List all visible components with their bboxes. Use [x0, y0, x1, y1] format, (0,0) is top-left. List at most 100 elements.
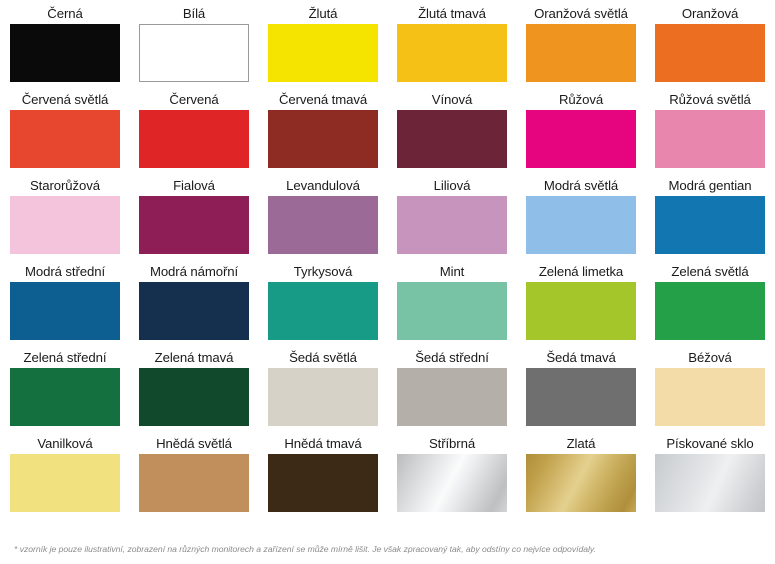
swatch-cell[interactable]: Růžová: [526, 90, 636, 168]
swatch-label: Béžová: [688, 350, 732, 365]
swatch-color-chip[interactable]: [10, 282, 120, 340]
swatch-cell[interactable]: Liliová: [397, 176, 507, 254]
swatch-cell[interactable]: Hnědá světlá: [139, 434, 249, 512]
swatch-cell[interactable]: Červená: [139, 90, 249, 168]
swatch-label: Pískované sklo: [666, 436, 754, 451]
swatch-cell[interactable]: Červená tmavá: [268, 90, 378, 168]
swatch-color-chip[interactable]: [526, 24, 636, 82]
swatch-label: Zelená světlá: [671, 264, 749, 279]
swatch-cell[interactable]: Černá: [10, 4, 120, 82]
swatch-label: Zlatá: [566, 436, 596, 451]
swatch-label: Modrá světlá: [543, 178, 619, 193]
swatch-cell[interactable]: Mint: [397, 262, 507, 340]
swatch-cell[interactable]: Béžová: [655, 348, 765, 426]
swatch-cell[interactable]: Vanilková: [10, 434, 120, 512]
swatch-label: Červená tmavá: [278, 92, 368, 107]
swatch-color-chip[interactable]: [397, 24, 507, 82]
swatch-color-chip[interactable]: [10, 368, 120, 426]
swatch-label: Oranžová: [681, 6, 739, 21]
swatch-cell[interactable]: Zelená světlá: [655, 262, 765, 340]
swatch-color-chip[interactable]: [526, 110, 636, 168]
swatch-label: Liliová: [433, 178, 471, 193]
swatch-cell[interactable]: Oranžová: [655, 4, 765, 82]
swatch-color-chip[interactable]: [139, 282, 249, 340]
swatch-cell[interactable]: Modrá střední: [10, 262, 120, 340]
swatch-cell[interactable]: Zelená limetka: [526, 262, 636, 340]
swatch-label: Mint: [439, 264, 465, 279]
swatch-color-chip[interactable]: [10, 454, 120, 512]
swatch-label: Růžová: [558, 92, 604, 107]
swatch-cell[interactable]: Modrá námořní: [139, 262, 249, 340]
swatch-color-chip[interactable]: [10, 24, 120, 82]
swatch-cell[interactable]: Zelená tmavá: [139, 348, 249, 426]
swatch-label: Šedá světlá: [289, 350, 357, 365]
swatch-color-chip[interactable]: [139, 196, 249, 254]
swatch-label: Šedá střední: [415, 350, 489, 365]
swatch-label: Tyrkysová: [293, 264, 353, 279]
swatch-color-chip[interactable]: [268, 24, 378, 82]
swatch-color-chip[interactable]: [10, 110, 120, 168]
swatch-cell[interactable]: Růžová světlá: [655, 90, 765, 168]
swatch-cell[interactable]: Modrá světlá: [526, 176, 636, 254]
swatch-color-chip[interactable]: [10, 196, 120, 254]
swatch-cell[interactable]: Stříbrná: [397, 434, 507, 512]
swatch-grid: Černá Bílá Žlutá Žlutá tmavá Oranžová světlá…: [10, 4, 765, 512]
swatch-color-chip[interactable]: [268, 282, 378, 340]
swatch-color-chip[interactable]: [397, 368, 507, 426]
swatch-color-chip[interactable]: [655, 454, 765, 512]
swatch-label: Bílá: [182, 6, 206, 21]
swatch-color-chip[interactable]: [655, 110, 765, 168]
swatch-cell[interactable]: Hnědá tmavá: [268, 434, 378, 512]
swatch-color-chip[interactable]: [268, 110, 378, 168]
swatch-cell[interactable]: Fialová: [139, 176, 249, 254]
swatch-label: Žlutá tmavá: [418, 6, 486, 21]
swatch-cell[interactable]: Žlutá tmavá: [397, 4, 507, 82]
swatch-cell[interactable]: Šedá střední: [397, 348, 507, 426]
swatch-color-chip[interactable]: [139, 368, 249, 426]
swatch-cell[interactable]: Vínová: [397, 90, 507, 168]
swatch-label: Zelená limetka: [538, 264, 624, 279]
swatch-cell[interactable]: Pískované sklo: [655, 434, 765, 512]
swatch-label: Zelená střední: [23, 350, 107, 365]
swatch-color-chip[interactable]: [397, 454, 507, 512]
swatch-cell[interactable]: Zlatá: [526, 434, 636, 512]
swatch-label: Starorůžová: [29, 178, 100, 193]
swatch-cell[interactable]: Tyrkysová: [268, 262, 378, 340]
swatch-color-chip[interactable]: [526, 196, 636, 254]
swatch-color-chip[interactable]: [397, 282, 507, 340]
swatch-color-chip[interactable]: [139, 454, 249, 512]
swatch-cell[interactable]: Starorůžová: [10, 176, 120, 254]
swatch-label: Modrá námořní: [149, 264, 239, 279]
swatch-cell[interactable]: Šedá světlá: [268, 348, 378, 426]
swatch-label: Vanilková: [37, 436, 93, 451]
swatch-cell[interactable]: Bílá: [139, 4, 249, 82]
swatch-color-chip[interactable]: [268, 454, 378, 512]
swatch-cell[interactable]: Modrá gentian: [655, 176, 765, 254]
swatch-label: Červená světlá: [21, 92, 109, 107]
swatch-color-chip[interactable]: [655, 196, 765, 254]
swatch-color-chip[interactable]: [139, 24, 249, 82]
swatch-label: Levandulová: [286, 178, 360, 193]
swatch-color-chip[interactable]: [139, 110, 249, 168]
swatch-cell[interactable]: Žlutá: [268, 4, 378, 82]
swatch-color-chip[interactable]: [397, 110, 507, 168]
swatch-color-chip[interactable]: [526, 282, 636, 340]
swatch-cell[interactable]: Červená světlá: [10, 90, 120, 168]
swatch-color-chip[interactable]: [655, 24, 765, 82]
swatch-color-chip[interactable]: [268, 368, 378, 426]
swatch-color-chip[interactable]: [655, 282, 765, 340]
swatch-cell[interactable]: Zelená střední: [10, 348, 120, 426]
swatch-color-chip[interactable]: [655, 368, 765, 426]
swatch-color-chip[interactable]: [526, 454, 636, 512]
swatch-color-chip[interactable]: [526, 368, 636, 426]
swatch-label: Hnědá světlá: [156, 436, 232, 451]
swatch-label: Růžová světlá: [669, 92, 751, 107]
swatch-color-chip[interactable]: [268, 196, 378, 254]
swatch-label: Modrá gentian: [668, 178, 752, 193]
swatch-label: Žlutá: [308, 6, 338, 21]
swatch-cell[interactable]: Šedá tmavá: [526, 348, 636, 426]
swatch-cell[interactable]: Levandulová: [268, 176, 378, 254]
swatch-cell[interactable]: Oranžová světlá: [526, 4, 636, 82]
swatch-color-chip[interactable]: [397, 196, 507, 254]
